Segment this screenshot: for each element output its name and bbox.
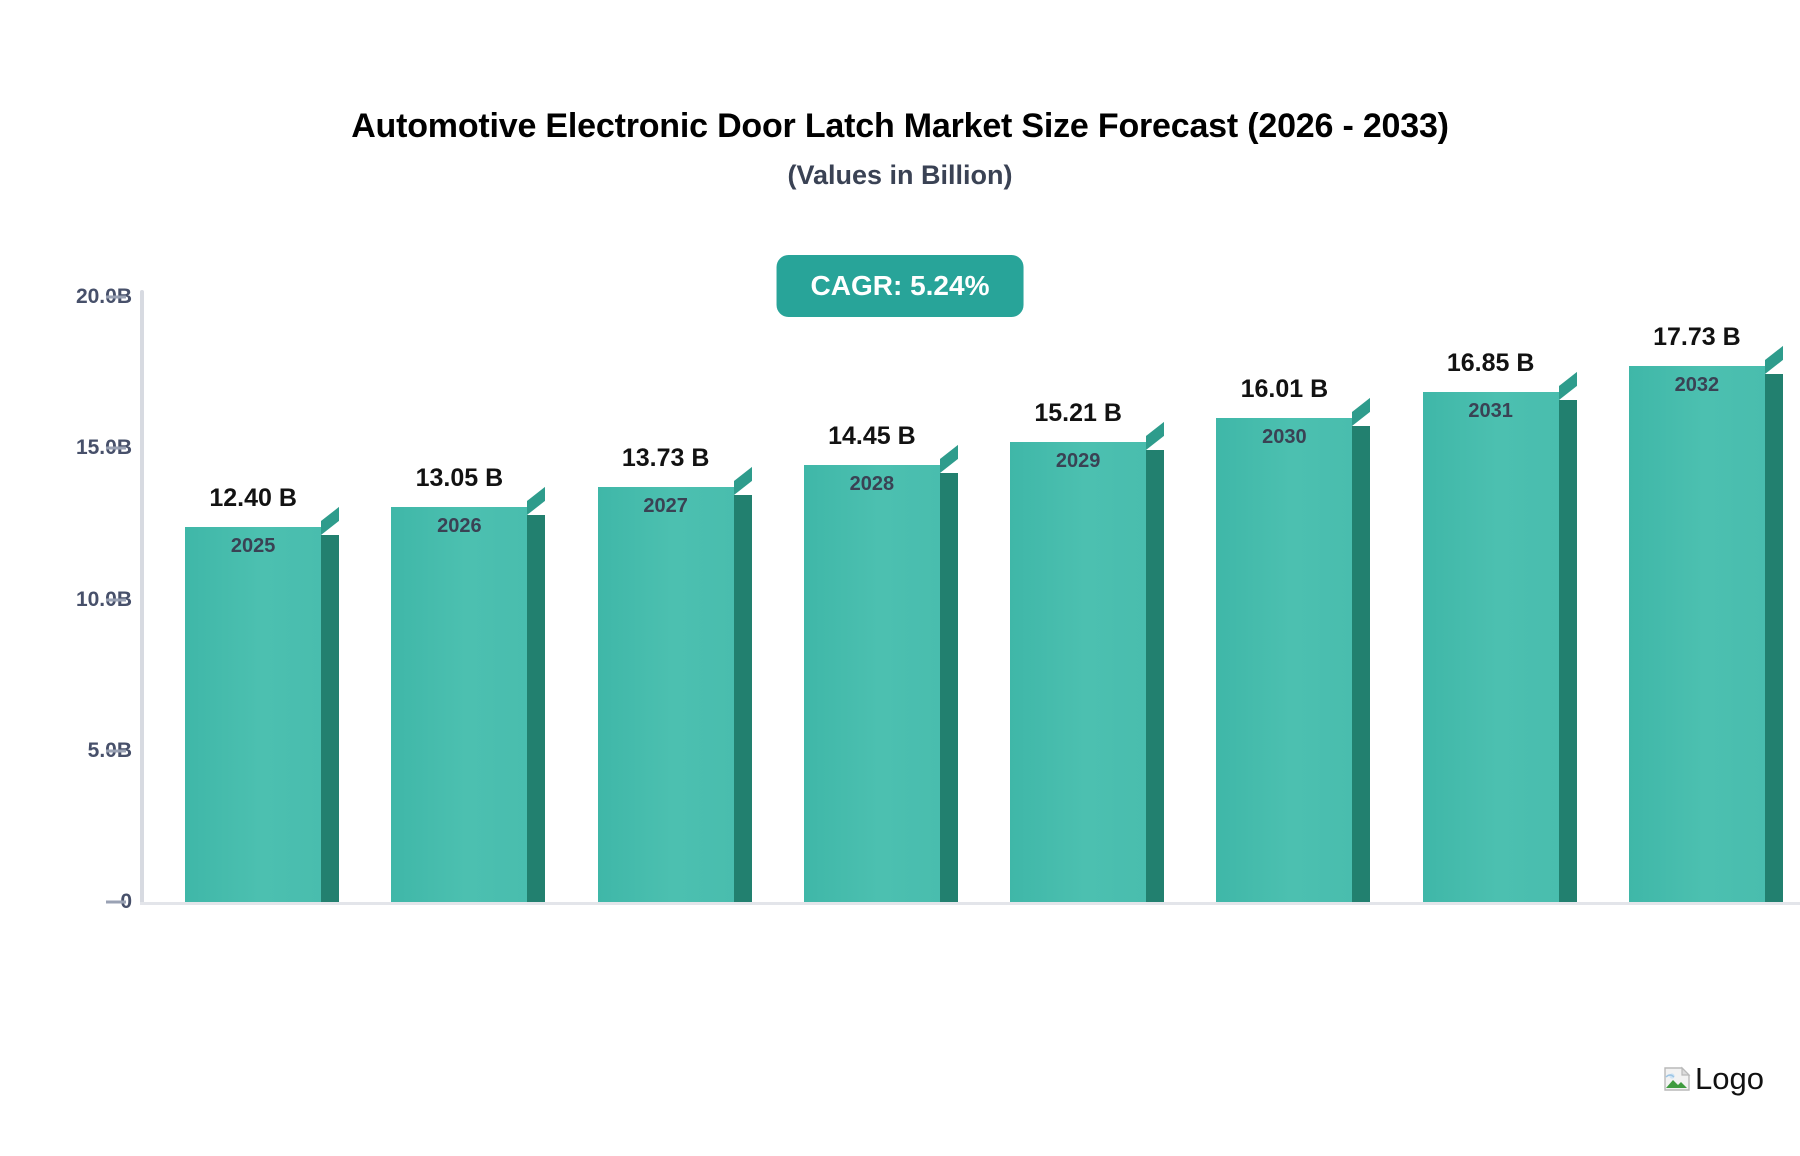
x-axis-tick-label: 2028 <box>849 472 895 495</box>
logo-block: Logo <box>1663 1063 1764 1094</box>
logo-label: Logo <box>1695 1061 1764 1096</box>
bar-face <box>597 486 734 902</box>
bar-value-label: 13.05 B <box>415 464 504 493</box>
bar-side-face <box>1764 373 1783 902</box>
bar-2029[interactable]: 15.21 B 2029 <box>1010 399 1165 902</box>
bar-side-face <box>527 515 546 902</box>
bar-value-label: 13.73 B <box>621 443 710 472</box>
x-axis-tick-label: 2025 <box>230 534 276 557</box>
bar-face <box>1216 417 1353 902</box>
bar-face <box>803 464 940 902</box>
x-axis-tick-label: 2031 <box>1468 400 1513 423</box>
x-axis-tick-label: 2029 <box>1055 449 1101 472</box>
bar-value-label: 15.21 B <box>1034 398 1122 427</box>
x-axis-line <box>140 902 1800 905</box>
bar-2030[interactable]: 16.01 B 2030 <box>1216 375 1371 902</box>
y-axis-line <box>140 290 144 905</box>
bar-value-label: 16.85 B <box>1446 349 1535 378</box>
y-axis-tick-mark <box>106 900 126 904</box>
bar-top-face <box>527 487 546 516</box>
bar-top-face <box>939 444 958 473</box>
x-axis-tick-label: 2032 <box>1674 373 1720 396</box>
bar-face <box>1628 365 1765 902</box>
y-axis-tick-mark <box>106 295 126 299</box>
bar-2027[interactable]: 13.73 B 2027 <box>597 444 752 902</box>
bar-side-face <box>1558 400 1577 902</box>
bar-2028[interactable]: 14.45 B 2028 <box>803 422 958 902</box>
bar-face <box>391 507 528 902</box>
bar-value-label: 17.73 B <box>1653 322 1741 351</box>
cagr-badge: CAGR: 5.24% <box>776 255 1024 317</box>
x-axis-tick-label: 2026 <box>437 515 482 538</box>
bar-2025[interactable]: 12.40 B 2025 <box>185 484 340 902</box>
bar-value-label: 14.45 B <box>828 421 916 450</box>
bar-side-face <box>1146 449 1165 902</box>
y-axis-tick-label: 20.0B <box>75 285 132 308</box>
y-axis-tick-mark <box>106 598 126 601</box>
bar-top-face <box>733 466 752 495</box>
bar-top-face <box>1558 372 1577 401</box>
bar-2032[interactable]: 17.73 B 2032 <box>1628 323 1783 902</box>
bar-top-face <box>1146 421 1165 450</box>
chart-subtitle: (Values in Billion) <box>787 160 1013 191</box>
y-axis-tick-label: 0 <box>120 890 132 913</box>
bar-side-face <box>321 534 340 902</box>
y-axis-tick-label: 15.0B <box>75 436 132 460</box>
bar-face <box>1010 441 1147 902</box>
bar-top-face <box>1352 397 1371 426</box>
y-axis-tick-mark <box>106 749 126 753</box>
bar-top-face <box>321 506 340 535</box>
bar-side-face <box>733 494 752 902</box>
y-axis-tick-mark <box>106 446 126 450</box>
broken-image-icon <box>1663 1064 1693 1094</box>
page-title: Automotive Electronic Door Latch Market … <box>351 107 1449 145</box>
bar-top-face <box>1764 345 1783 374</box>
bar-value-label: 16.01 B <box>1240 374 1329 403</box>
bar-face <box>1422 392 1559 902</box>
bar-2026[interactable]: 13.05 B 2026 <box>391 464 546 902</box>
bar-side-face <box>939 472 958 902</box>
y-axis-tick-label: 10.0B <box>75 587 132 611</box>
x-axis-tick-label: 2027 <box>643 494 688 517</box>
x-axis-tick-label: 2030 <box>1262 425 1307 448</box>
chart-header: Automotive Electronic Door Latch Market … <box>0 107 1800 191</box>
bar-value-label: 12.40 B <box>209 483 297 512</box>
bar-face <box>185 526 322 902</box>
bar-2031[interactable]: 16.85 B 2031 <box>1422 349 1577 902</box>
bar-side-face <box>1352 425 1371 902</box>
